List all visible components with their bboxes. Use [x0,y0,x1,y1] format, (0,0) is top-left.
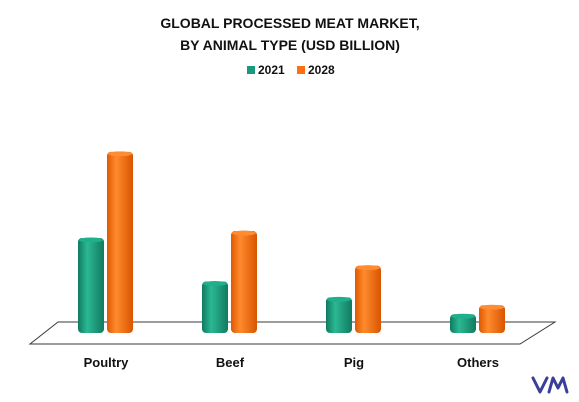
bar-beef-2028 [231,230,257,333]
x-tick-label-others: Others [457,355,499,370]
chart-title-line2: BY ANIMAL TYPE (USD BILLION) [180,37,400,53]
bar-pig-2021 [326,296,352,333]
legend-swatch-2028 [297,66,305,74]
bar-poultry-2021 [78,237,104,333]
legend-label-2021: 2021 [258,63,285,77]
x-axis-labels: Poultry Beef Pig Others [84,355,499,370]
bar-others-2021 [450,313,476,333]
x-tick-label-beef: Beef [216,355,245,370]
bar-others-2028 [479,304,505,333]
bar-poultry-2028 [107,151,133,333]
bars-group [78,151,505,333]
legend: 2021 2028 [247,63,335,77]
chart-floor [28,321,557,345]
vmr-logo [531,376,569,394]
legend-label-2028: 2028 [308,63,335,77]
bar-pig-2028 [355,265,381,333]
legend-swatch-2021 [247,66,255,74]
bar-beef-2021 [202,281,228,333]
chart-title-line1: GLOBAL PROCESSED MEAT MARKET, [160,15,419,31]
x-tick-label-pig: Pig [344,355,364,370]
x-tick-label-poultry: Poultry [84,355,130,370]
